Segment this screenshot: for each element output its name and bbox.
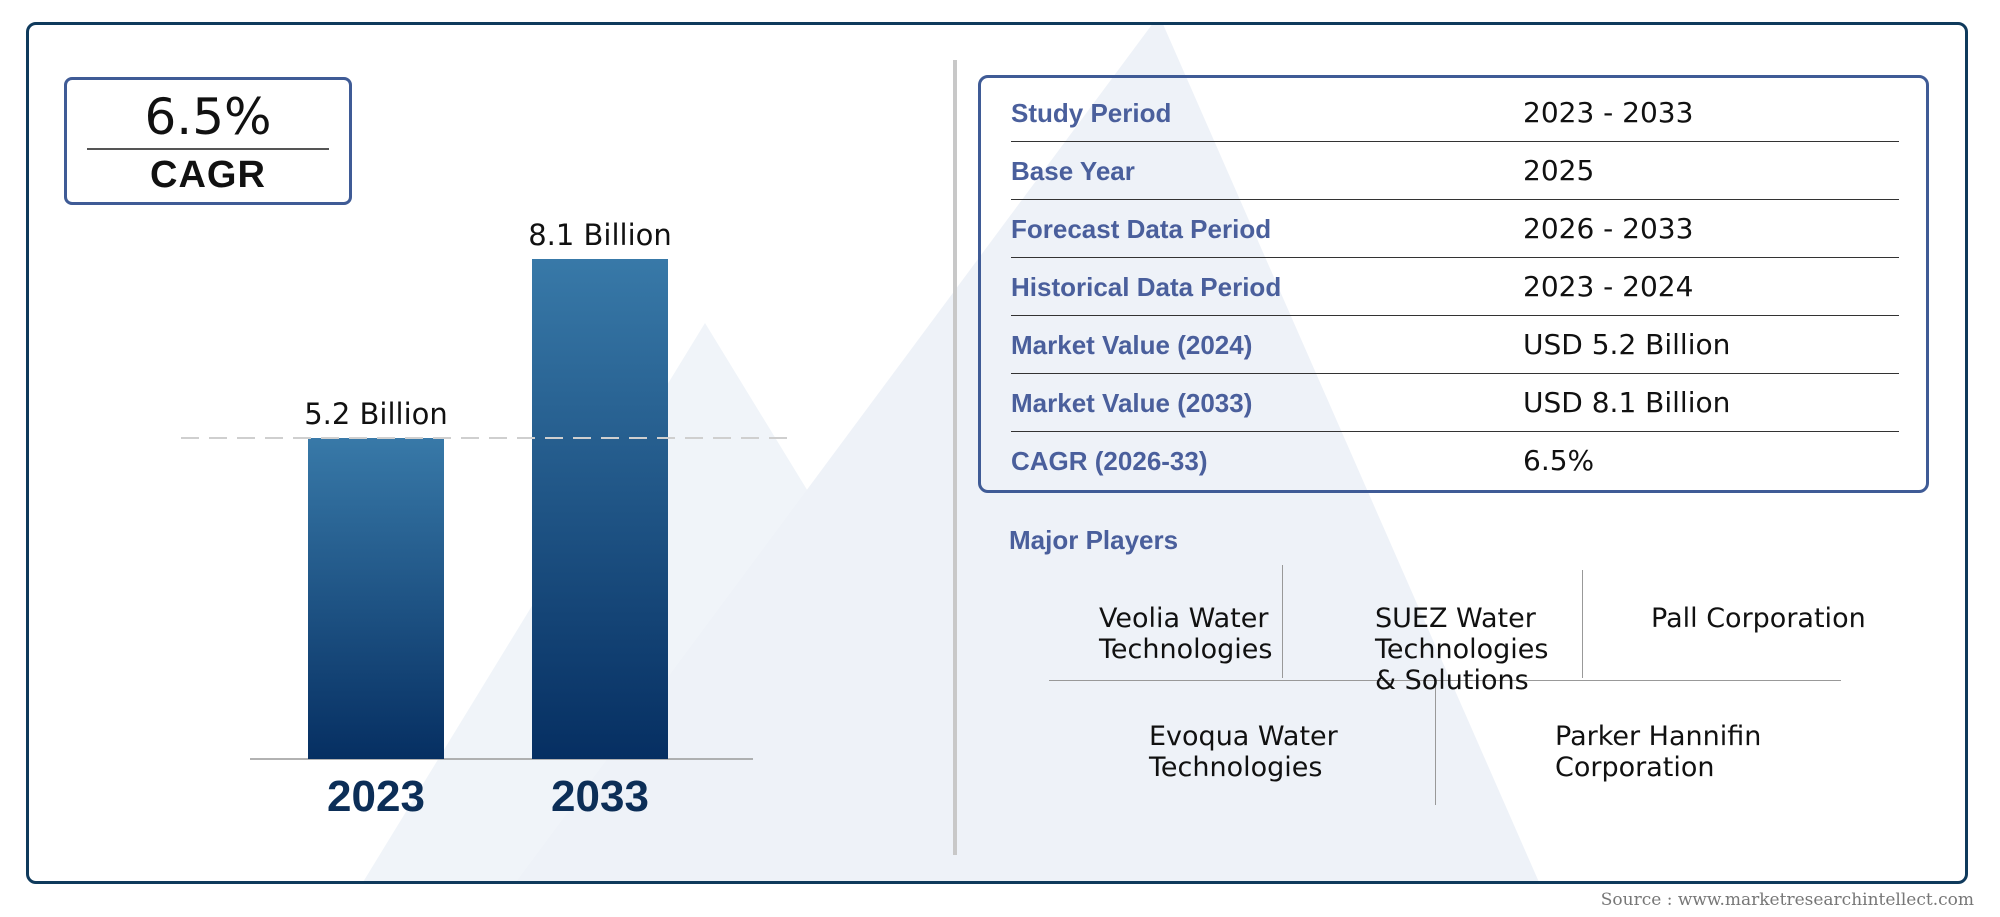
info-label: Market Value (2024)	[1011, 330, 1253, 360]
source-credit: Source : www.marketresearchintellect.com	[1600, 890, 1974, 910]
player-veolia: Veolia Water Technologies	[1099, 603, 1273, 665]
bar-value-label: 5.2 Billion	[304, 397, 448, 431]
info-value: 6.5%	[1523, 444, 1595, 477]
x-tick-label: 2023	[327, 772, 425, 821]
player-suez: SUEZ Water Technologies & Solutions	[1375, 603, 1549, 696]
player-divider	[1282, 565, 1283, 678]
cagr-label: CAGR	[150, 154, 266, 196]
info-value: 2026 - 2033	[1523, 212, 1694, 245]
x-tick-label: 2033	[551, 772, 649, 821]
row-divider	[1011, 257, 1899, 258]
study-info-table: Study Period 2023 - 2033 Base Year 2025 …	[978, 75, 1929, 493]
info-row-study-period: Study Period 2023 - 2033	[1011, 84, 1899, 142]
vertical-divider	[953, 60, 957, 855]
info-value: USD 5.2 Billion	[1523, 328, 1731, 361]
player-evoqua: Evoqua Water Technologies	[1149, 721, 1338, 783]
player-pall: Pall Corporation	[1651, 603, 1866, 634]
info-label: Forecast Data Period	[1011, 214, 1272, 244]
major-players-title: Major Players	[1009, 525, 1179, 555]
info-label: Market Value (2033)	[1011, 388, 1253, 418]
row-divider	[1011, 199, 1899, 200]
info-row-base-year: Base Year 2025	[1011, 142, 1899, 200]
info-label: Base Year	[1011, 156, 1135, 186]
info-row-market-value-2033: Market Value (2033) USD 8.1 Billion	[1011, 374, 1899, 432]
info-label: CAGR (2026-33)	[1011, 446, 1208, 476]
bar-2023	[308, 438, 444, 759]
row-divider	[1011, 141, 1899, 142]
info-row-historical-period: Historical Data Period 2023 - 2024	[1011, 258, 1899, 316]
info-row-market-value-2024: Market Value (2024) USD 5.2 Billion	[1011, 316, 1899, 374]
info-value: 2025	[1523, 154, 1595, 187]
market-size-bar-chart: 5.2 Billion 2023 8.1 Billion 2033	[181, 218, 797, 821]
cagr-value: 6.5%	[144, 88, 272, 146]
cagr-box: 6.5% CAGR	[64, 77, 352, 205]
player-divider	[1582, 570, 1583, 678]
row-divider	[1011, 373, 1899, 374]
info-value: 2023 - 2024	[1523, 270, 1694, 303]
info-row-cagr: CAGR (2026-33) 6.5%	[1011, 432, 1899, 490]
player-divider	[1049, 680, 1841, 681]
info-label: Study Period	[1011, 98, 1172, 128]
row-divider	[1011, 315, 1899, 316]
bar-2033	[532, 259, 668, 759]
info-value: 2023 - 2033	[1523, 96, 1694, 129]
info-row-forecast-period: Forecast Data Period 2026 - 2033	[1011, 200, 1899, 258]
info-label: Historical Data Period	[1011, 272, 1282, 302]
info-value: USD 8.1 Billion	[1523, 386, 1731, 419]
infographic-frame: 6.5% CAGR 5.2 Billion 2023 8.1 Billion 2033…	[26, 22, 1968, 884]
cagr-divider	[87, 148, 329, 150]
row-divider	[1011, 431, 1899, 432]
player-divider	[1435, 682, 1436, 805]
bar-value-label: 8.1 Billion	[528, 218, 672, 252]
player-parker-hannifin: Parker Hannifin Corporation	[1555, 721, 1762, 783]
